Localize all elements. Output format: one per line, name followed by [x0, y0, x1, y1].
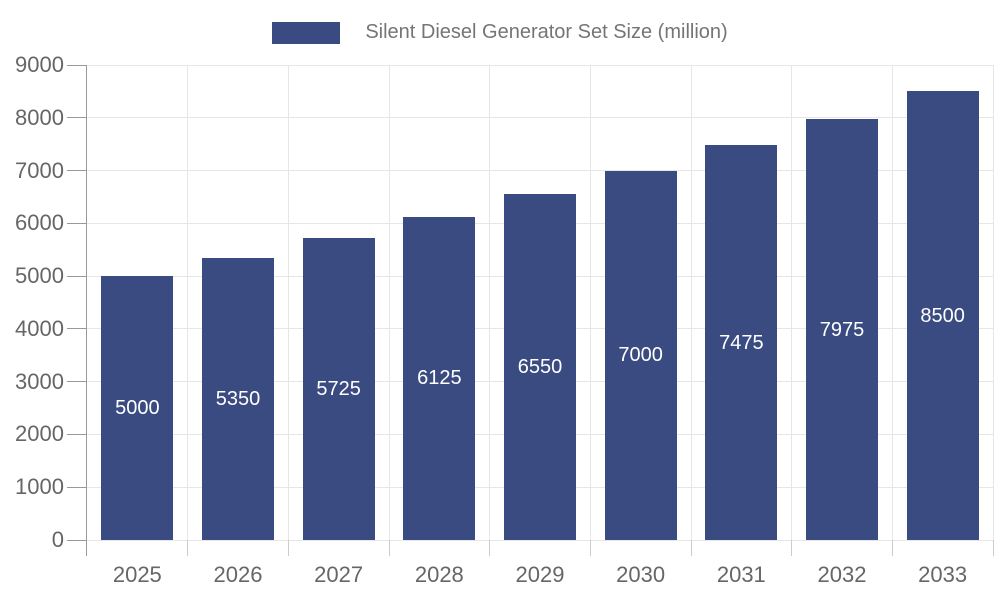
bar-value-label: 6550: [517, 356, 563, 379]
x-axis-tick-label: 2027: [314, 562, 364, 587]
y-axis-tick-label: 7000: [15, 157, 64, 183]
bar-value-label: 5725: [316, 377, 361, 400]
gridline-horizontal: [87, 539, 993, 541]
bar-2030[interactable]: [604, 170, 677, 540]
y-axis-tick-label: 3000: [15, 368, 64, 394]
gridline-horizontal: [87, 117, 993, 119]
y-axis-tick-label: 4000: [15, 315, 64, 341]
x-axis-tick-label: 2031: [716, 562, 766, 587]
y-axis-line: [86, 65, 87, 556]
gridline-horizontal: [87, 170, 993, 172]
legend-swatch: [272, 21, 341, 44]
bar-2025[interactable]: [101, 276, 174, 540]
bar-2033[interactable]: [906, 91, 979, 540]
x-tick-mark: [992, 540, 994, 556]
x-tick-mark: [791, 540, 793, 556]
bar-value-label: 7000: [618, 344, 663, 367]
y-tick-mark: [67, 275, 87, 277]
legend[interactable]: Silent Diesel Generator Set Size (millio…: [0, 21, 1000, 44]
y-tick-mark: [67, 539, 87, 541]
y-tick-mark: [67, 64, 87, 66]
gridline-vertical: [489, 65, 491, 540]
y-axis-tick-label: 1000: [15, 474, 64, 500]
x-axis-tick-label: 2033: [918, 562, 968, 587]
x-axis-tick-label: 2030: [616, 562, 666, 587]
y-tick-mark: [67, 486, 87, 488]
gridline-vertical: [791, 65, 793, 540]
y-tick-mark: [67, 433, 87, 435]
gridline-vertical: [992, 65, 994, 540]
x-axis-tick-label: 2029: [515, 562, 565, 587]
x-tick-mark: [690, 540, 692, 556]
x-axis-tick-label: 2026: [213, 562, 263, 587]
bar-value-label: 5350: [215, 387, 261, 410]
bar-value-label: 6125: [417, 367, 462, 390]
x-tick-mark: [187, 540, 189, 556]
x-axis-tick-label: 2028: [414, 562, 464, 587]
y-tick-mark: [67, 117, 87, 119]
x-tick-mark: [589, 540, 591, 556]
x-axis-tick-label: 2025: [112, 562, 162, 587]
gridline-vertical: [589, 65, 591, 540]
bar-2029[interactable]: [504, 194, 576, 540]
y-axis-tick-label: 6000: [15, 210, 64, 236]
gridline-vertical: [690, 65, 692, 540]
y-axis-tick-label: 2000: [15, 421, 64, 447]
gridline-vertical: [388, 65, 390, 540]
gridline-vertical: [287, 65, 289, 540]
bar-value-label: 8500: [920, 304, 965, 327]
y-axis-tick-label: 9000: [15, 52, 64, 77]
y-axis-tick-label: 0: [51, 527, 64, 552]
bar-value-label: 7975: [819, 318, 865, 341]
gridline-vertical: [187, 65, 189, 540]
x-tick-mark: [388, 540, 390, 556]
y-tick-mark: [67, 170, 87, 172]
x-tick-mark: [489, 540, 491, 556]
y-axis-tick-label: 5000: [15, 263, 64, 289]
x-axis-tick-label: 2032: [817, 562, 867, 587]
x-tick-mark: [891, 540, 893, 556]
x-tick-mark: [287, 540, 289, 556]
bar-2026[interactable]: [202, 257, 274, 540]
y-axis-tick-label: 8000: [15, 104, 64, 130]
bar-2027[interactable]: [302, 237, 375, 540]
y-tick-mark: [67, 381, 87, 383]
bar-value-label: 5000: [115, 397, 160, 420]
bar-2032[interactable]: [806, 119, 878, 540]
bar-2031[interactable]: [705, 145, 778, 540]
y-tick-mark: [67, 328, 87, 330]
legend-label: Silent Diesel Generator Set Size (millio…: [365, 21, 728, 43]
gridline-vertical: [891, 65, 893, 540]
y-tick-mark: [67, 222, 87, 224]
bar-2028[interactable]: [403, 216, 476, 540]
gridline-horizontal: [87, 64, 993, 66]
bar-value-label: 7475: [719, 331, 764, 354]
